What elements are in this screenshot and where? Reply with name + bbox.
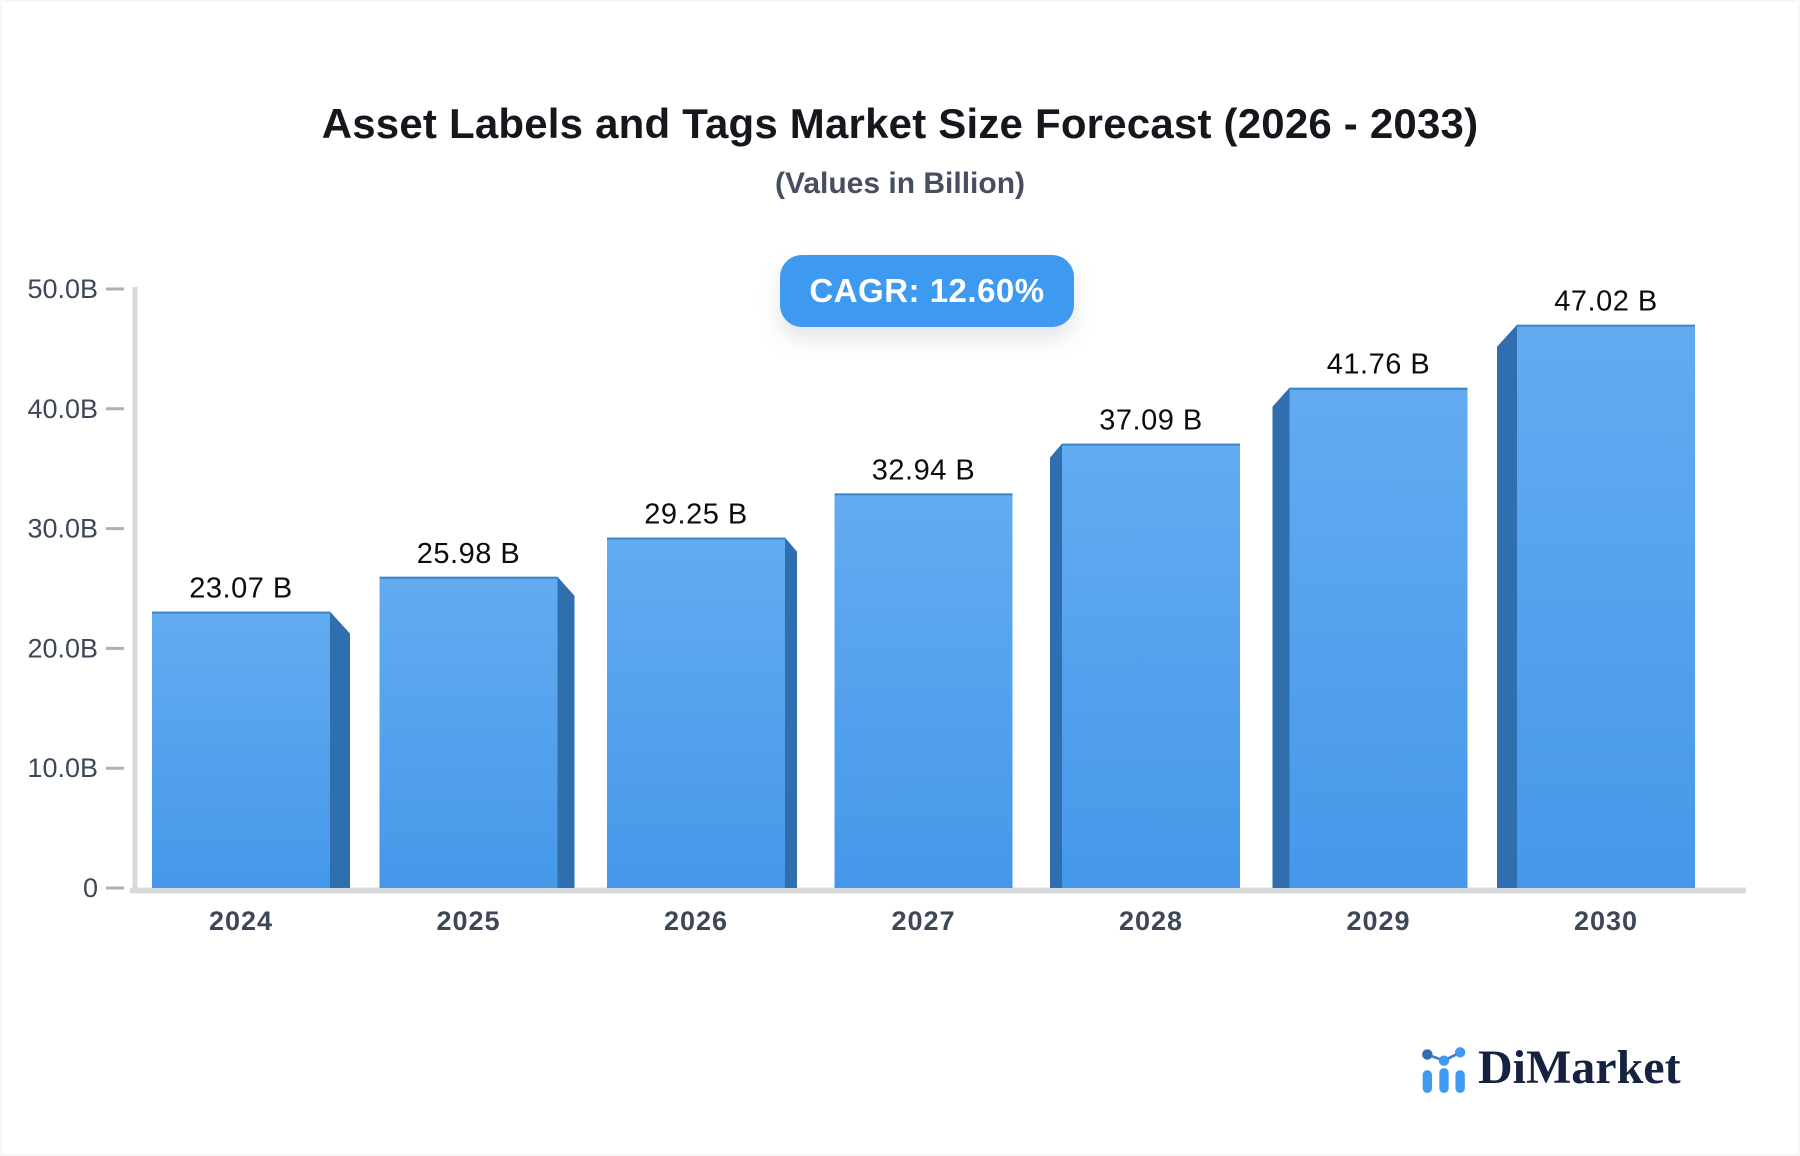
bar-3d-side (1272, 387, 1290, 888)
bar-face (1062, 443, 1240, 888)
bar-face (379, 576, 558, 888)
chart-subtitle: (Values in Billion) (774, 167, 1026, 200)
cagr-badge-label: CAGR: 12.60% (809, 272, 1045, 309)
bar-face (1517, 324, 1695, 888)
x-axis-category-label: 2026 (664, 906, 728, 936)
cagr-badge: CAGR: 12.60% (780, 255, 1074, 327)
x-axis-category-label: 2029 (1346, 906, 1410, 936)
y-axis-label: 30.0B (27, 514, 98, 544)
y-axis-label: 40.0B (27, 394, 98, 424)
x-axis-category-label: 2030 (1574, 906, 1638, 936)
x-axis-category-label: 2025 (436, 906, 500, 936)
y-axis-label: 50.0B (27, 274, 98, 304)
bar-value-label: 29.25 B (644, 499, 747, 531)
bars-layer (152, 324, 1695, 888)
chart-title: Asset Labels and Tags Market Size Foreca… (321, 100, 1479, 147)
bar-3d-side (1497, 324, 1517, 888)
bar-value-label: 23.07 B (189, 573, 292, 605)
bar-face (834, 493, 1013, 888)
bar-2030 (1497, 324, 1695, 888)
y-axis-label: 20.0B (27, 633, 98, 663)
x-axis-category-label: 2028 (1119, 906, 1183, 936)
bar-value-label: 37.09 B (1099, 405, 1202, 437)
bar-face (607, 537, 785, 888)
axis-layer: 0 10.0B 20.0B 30.0B 40.0B 50.0B (27, 274, 1746, 903)
bar-3d-side (785, 537, 797, 888)
bar-2029 (1272, 387, 1468, 888)
y-axis-label: 10.0B (27, 753, 98, 783)
x-axis-category-label: 2027 (891, 906, 955, 936)
bar-3d-side (330, 611, 350, 888)
brand-logo: DiMarket (1420, 1042, 1681, 1094)
bar-2024 (152, 611, 350, 888)
bar-3d-side (557, 576, 575, 888)
y-axis-label: 0 (83, 873, 98, 903)
bar-face (1289, 387, 1468, 888)
x-axis-category-label: 2024 (209, 906, 273, 936)
mini-bar-chart-icon (1422, 1047, 1466, 1093)
labels-layer: 23.07 B 2024 25.98 B 2025 29.25 B 2026 32.94 B… (189, 286, 1657, 936)
bar-value-label: 47.02 B (1554, 286, 1657, 318)
bar-2027 (834, 493, 1013, 888)
bar-2025 (379, 576, 575, 888)
bar-2028 (1050, 443, 1240, 888)
bar-face (152, 611, 330, 888)
brand-logo-text: DiMarket (1478, 1041, 1681, 1094)
bar-value-label: 25.98 B (417, 538, 520, 570)
bar-2026 (607, 537, 797, 888)
bar-3d-side (1050, 443, 1062, 888)
bar-value-label: 41.76 B (1327, 349, 1430, 381)
bar-value-label: 32.94 B (872, 454, 975, 486)
